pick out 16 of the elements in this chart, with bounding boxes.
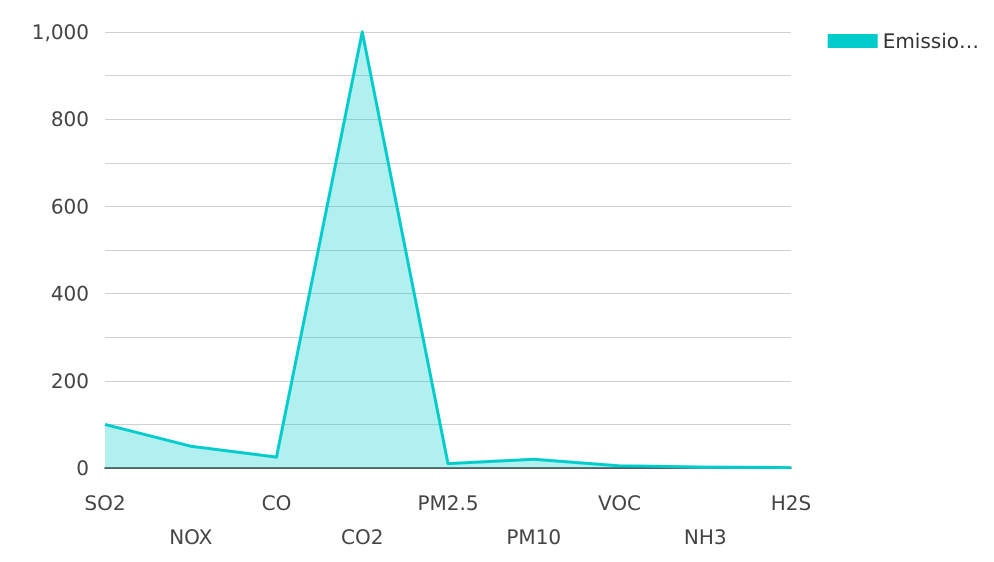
x-tick-label: NOX <box>169 525 213 549</box>
y-tick-label: 600 <box>50 194 89 218</box>
x-tick-label: SO2 <box>84 491 126 515</box>
y-tick-label: 0 <box>76 456 89 480</box>
y-tick-label: 200 <box>50 368 89 393</box>
y-tick-label: 800 <box>50 107 89 132</box>
x-tick-label: CO <box>262 491 292 515</box>
y-tick-label: 1,000 <box>32 20 89 44</box>
y-tick-label: 400 <box>50 282 89 306</box>
x-tick-label: PM10 <box>506 525 562 549</box>
legend-label: Emissio… <box>882 29 980 53</box>
x-tick-label: CO2 <box>341 525 384 549</box>
x-tick-label: VOC <box>598 491 642 515</box>
x-tick-label: H2S <box>770 491 812 515</box>
x-tick-label: PM2.5 <box>417 491 479 515</box>
x-tick-label: NH3 <box>684 525 727 549</box>
